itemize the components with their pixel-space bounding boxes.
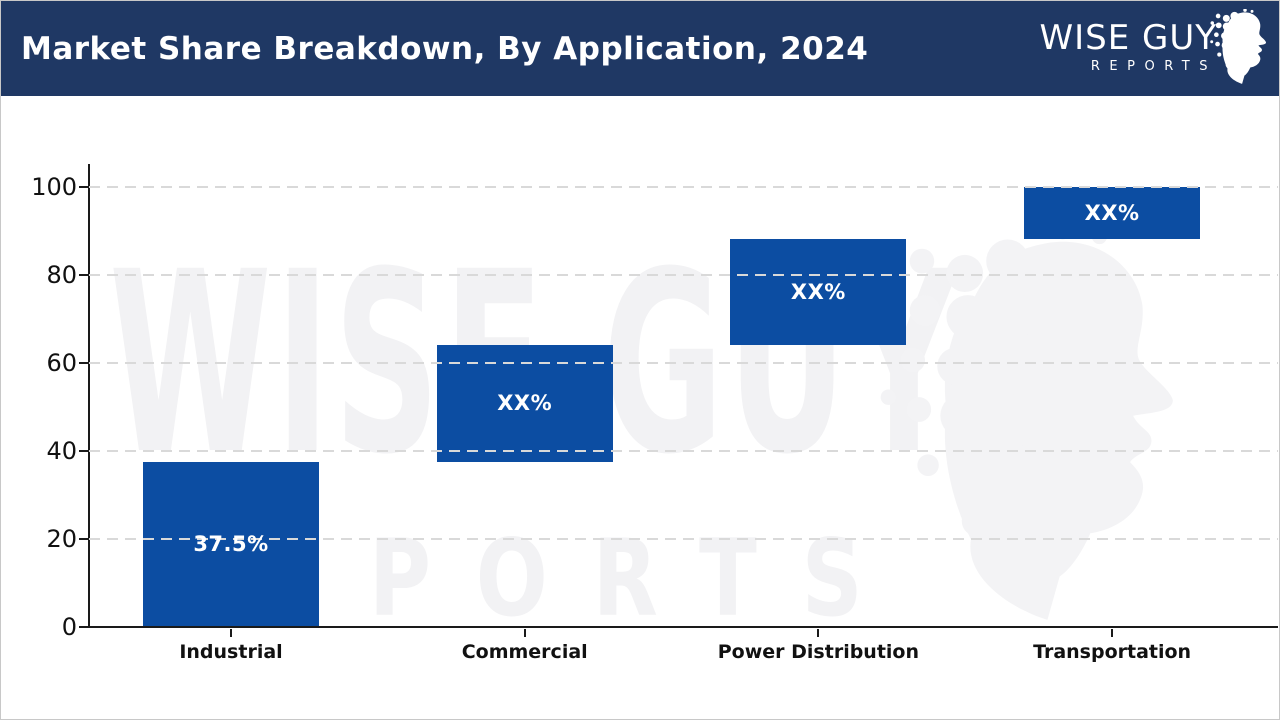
gridline — [89, 273, 1278, 276]
gridline — [89, 537, 1278, 540]
gridline — [89, 449, 1278, 452]
bar — [730, 239, 907, 346]
bar-value-label: XX% — [497, 391, 553, 416]
bar — [143, 461, 319, 627]
gridline — [89, 185, 1278, 188]
y-tick-mark — [79, 449, 89, 452]
bar — [436, 345, 613, 462]
x-tick-mark — [230, 629, 232, 637]
y-tick-label: 80 — [46, 260, 77, 289]
y-tick-label: 0 — [61, 613, 77, 641]
y-tick-label: 40 — [46, 436, 77, 465]
x-tick-label: Industrial — [179, 641, 283, 663]
y-tick-mark — [79, 537, 89, 540]
logo-wordmark: WISE GUY REPORTS — [1039, 18, 1217, 74]
y-tick-label: 60 — [46, 348, 77, 377]
y-tick-mark — [79, 185, 89, 188]
logo-wordmark-line2: REPORTS — [1090, 58, 1217, 74]
bar-value-label: 37.5% — [193, 532, 269, 557]
x-axis-line — [88, 626, 1278, 628]
x-tick-label: Power Distribution — [717, 641, 920, 663]
x-tick-mark — [523, 629, 526, 637]
gridline — [89, 361, 1278, 364]
brand-logo: WISE GUY REPORTS — [1039, 9, 1269, 85]
plot: 0 20 40 60 80 100 Industrial Commercial Power Di… — [1, 96, 1279, 719]
page-title: Market Share Breakdown, By Application, … — [21, 30, 869, 67]
bar-value-label: XX% — [1084, 200, 1140, 225]
y-tick-label: 100 — [31, 172, 77, 201]
x-tick-mark — [817, 629, 820, 637]
y-tick-label: 20 — [46, 524, 77, 553]
y-tick-mark — [79, 626, 89, 628]
x-tick-label: Transportation — [1033, 641, 1192, 663]
x-tick-label: Commercial — [461, 641, 588, 663]
bar-value-label: XX% — [790, 280, 846, 305]
logo-wordmark-line1: WISE GUY — [1039, 18, 1217, 59]
x-tick-mark — [1111, 629, 1114, 637]
y-tick-mark — [79, 361, 89, 364]
y-tick-mark — [79, 273, 89, 276]
chart-area: WISE GUY REPORTS 020406080100IndustrialC… — [1, 96, 1279, 719]
y-axis-spine — [88, 164, 90, 627]
header-bar: Market Share Breakdown, By Application, … — [1, 1, 1279, 96]
